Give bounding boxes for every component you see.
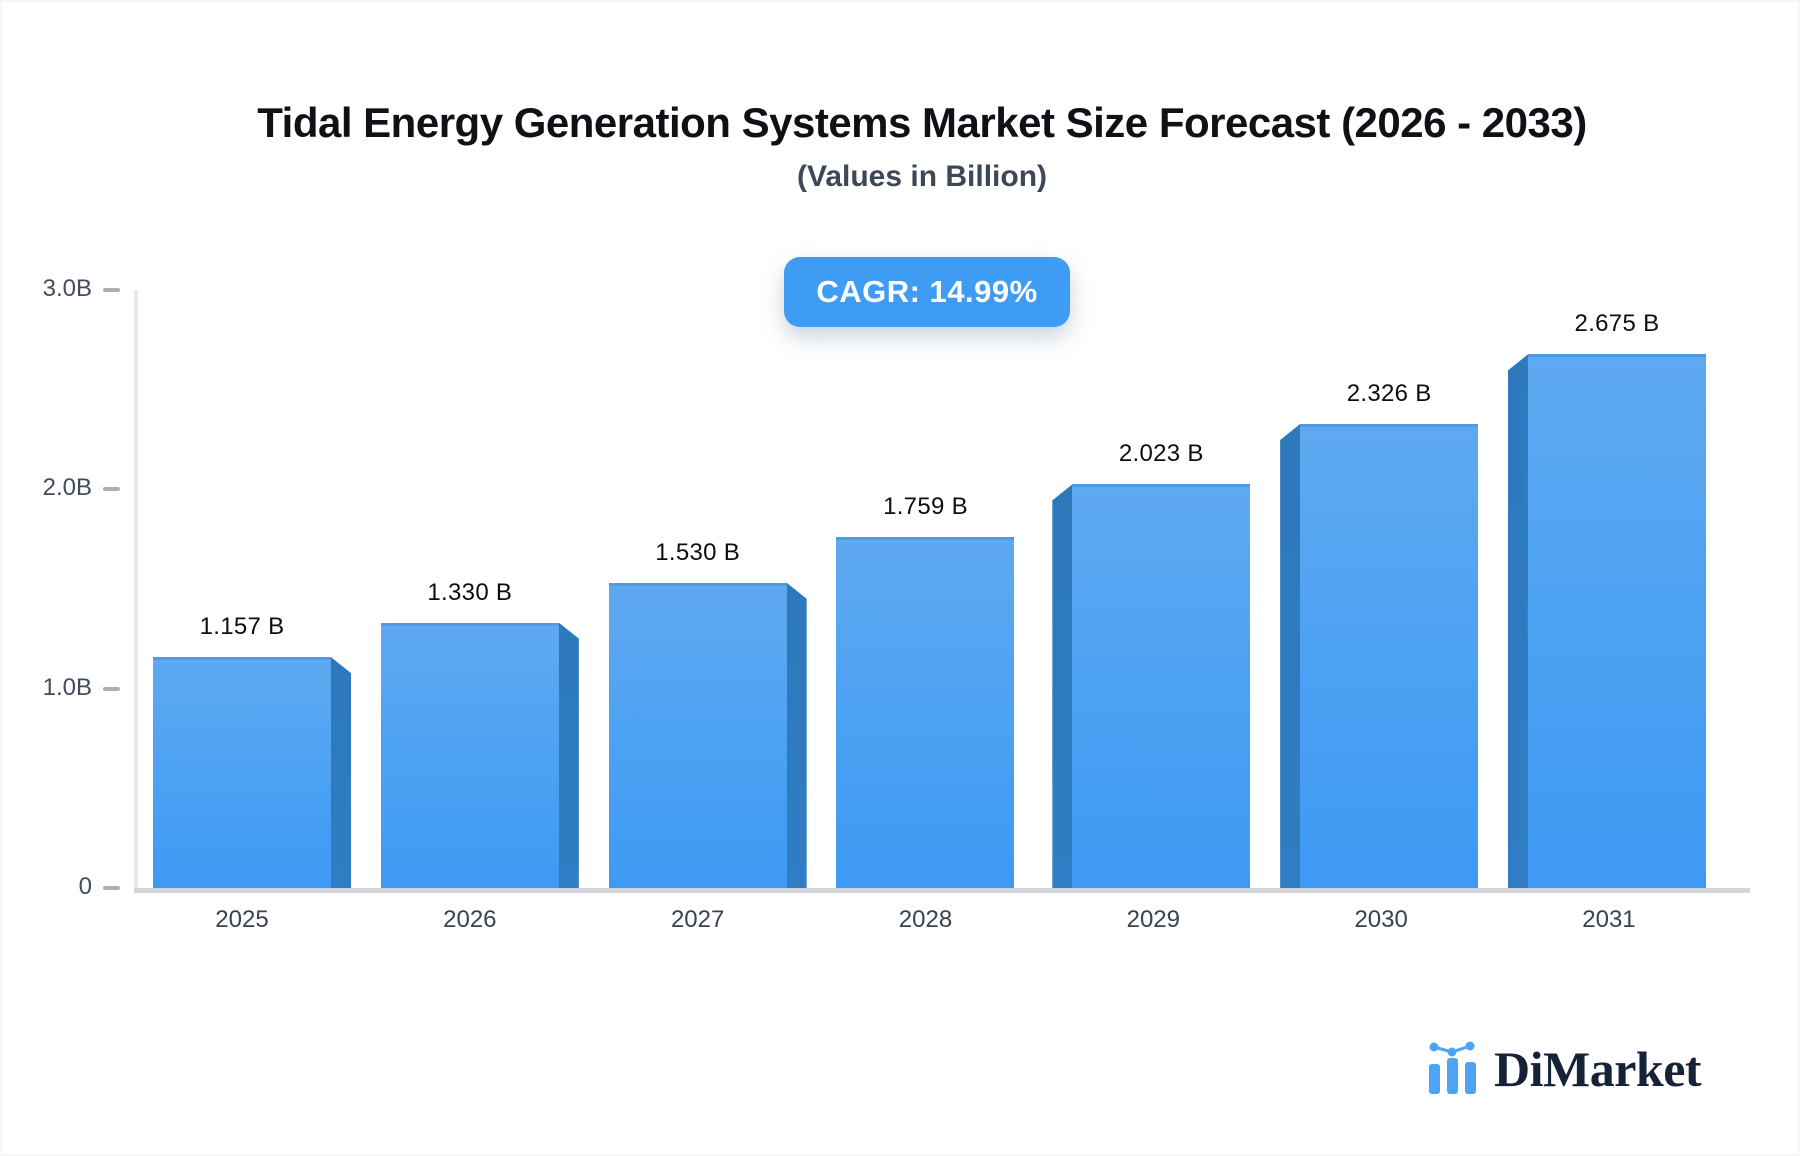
x-axis-tick-label: 2029 <box>1126 906 1180 933</box>
y-axis-tick-mark <box>103 487 120 491</box>
chart-title: Tidal Energy Generation Systems Market S… <box>257 99 1587 146</box>
x-axis-tick-label: 2030 <box>1354 906 1408 933</box>
y-axis-tick-label: 2.0B <box>42 474 92 501</box>
chart-header: Tidal Energy Generation Systems Market S… <box>46 96 1798 196</box>
x-axis-tick-label: 2026 <box>443 906 497 933</box>
bar[interactable] <box>380 622 559 888</box>
x-axis-tick-label: 2031 <box>1582 906 1636 933</box>
cagr-badge: CAGR: 14.99% <box>784 257 1070 327</box>
bar-side-3d-face <box>331 657 351 888</box>
y-axis-tick-label: 1.0B <box>42 673 92 701</box>
bar[interactable] <box>608 582 787 888</box>
bar-side-3d-face <box>1052 484 1073 888</box>
y-axis-tick-mark <box>103 686 120 691</box>
chart-subtitle: (Values in Billion) <box>796 160 1048 193</box>
bar-value-label: 1.530 B <box>655 538 741 566</box>
dimarket-logo: DiMarket <box>1426 1038 1702 1097</box>
bar-chart-logo-icon <box>1429 1041 1476 1094</box>
y-axis-tick-mark <box>103 886 120 890</box>
x-axis-tick-label: 2025 <box>215 906 269 933</box>
bar-side-3d-face <box>1507 354 1528 888</box>
y-axis-line <box>134 289 138 891</box>
bar-side-3d-face <box>558 622 579 888</box>
bar[interactable] <box>836 537 1015 888</box>
bar-value-label: 1.759 B <box>883 493 968 521</box>
bar-side-3d-face <box>1280 423 1301 888</box>
dimarket-logo-text: DiMarket <box>1494 1041 1702 1097</box>
x-axis-baseline <box>134 888 1750 893</box>
cagr-badge-label: CAGR: 14.99% <box>816 274 1038 309</box>
bar[interactable] <box>1300 423 1479 888</box>
y-axis-tick-mark <box>103 287 120 292</box>
bar-value-label: 1.330 B <box>427 578 513 606</box>
bar-value-label: 2.326 B <box>1346 379 1432 407</box>
x-axis-tick-label: 2028 <box>898 906 953 933</box>
bar[interactable] <box>1527 354 1706 888</box>
bar-value-label: 2.023 B <box>1118 440 1204 468</box>
bar[interactable] <box>1072 484 1251 888</box>
bar-value-label: 2.675 B <box>1574 310 1660 338</box>
bar[interactable] <box>153 657 331 888</box>
bar-value-label: 1.157 B <box>199 613 285 641</box>
y-axis-tick-label: 3.0B <box>42 274 92 302</box>
y-axis-tick-label: 0 <box>78 873 92 900</box>
x-axis-tick-label: 2027 <box>670 906 725 933</box>
bar-side-3d-face <box>786 582 807 888</box>
